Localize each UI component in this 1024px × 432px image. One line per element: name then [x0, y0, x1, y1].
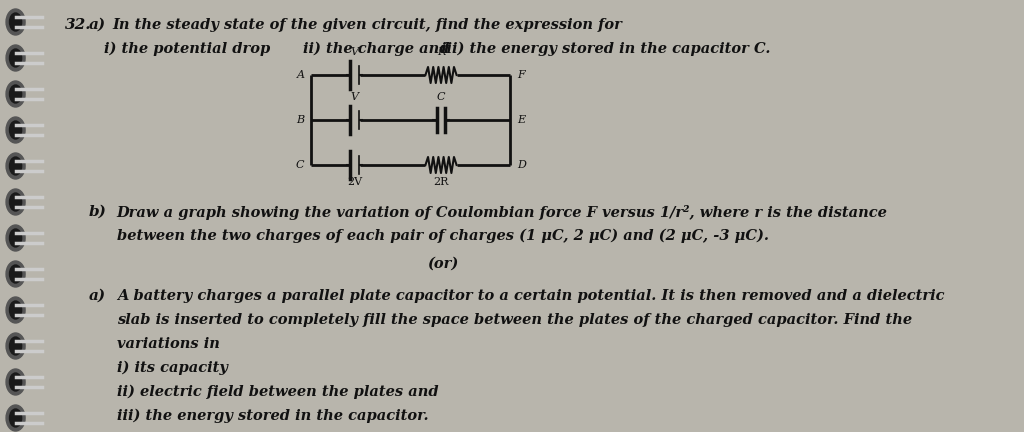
Text: D: D [517, 160, 526, 170]
Text: i) the potential drop: i) the potential drop [103, 42, 270, 57]
Text: iii) the energy stored in the capacitor C.: iii) the energy stored in the capacitor … [441, 42, 770, 57]
Ellipse shape [6, 297, 25, 323]
Text: a): a) [89, 18, 106, 32]
Text: ii) electric field between the plates and: ii) electric field between the plates an… [117, 385, 438, 400]
Ellipse shape [9, 13, 22, 31]
Text: F: F [517, 70, 525, 80]
Ellipse shape [9, 229, 22, 247]
Text: Draw a graph showing the variation of Coulombian force F versus 1/r², where r is: Draw a graph showing the variation of Co… [117, 205, 888, 220]
Text: R: R [437, 47, 445, 57]
Text: (or): (or) [427, 257, 459, 271]
Ellipse shape [6, 225, 25, 251]
Ellipse shape [6, 117, 25, 143]
Ellipse shape [9, 337, 22, 355]
Ellipse shape [9, 373, 22, 391]
Ellipse shape [6, 333, 25, 359]
Text: A battery charges a parallel plate capacitor to a certain potential. It is then : A battery charges a parallel plate capac… [117, 289, 944, 303]
Ellipse shape [6, 45, 25, 71]
Text: i) its capacity: i) its capacity [117, 361, 227, 375]
Text: B: B [296, 115, 304, 125]
Ellipse shape [6, 153, 25, 179]
Ellipse shape [9, 157, 22, 175]
Text: iii) the energy stored in the capacitor.: iii) the energy stored in the capacitor. [117, 409, 428, 423]
Ellipse shape [9, 409, 22, 427]
Text: E: E [517, 115, 525, 125]
Text: A: A [296, 70, 304, 80]
Text: slab is inserted to completely fill the space between the plates of the charged : slab is inserted to completely fill the … [117, 313, 911, 327]
Text: a): a) [89, 289, 106, 303]
Ellipse shape [9, 85, 22, 103]
Text: V: V [350, 47, 358, 57]
Ellipse shape [6, 369, 25, 395]
Text: between the two charges of each pair of charges (1 μC, 2 μC) and (2 μC, -3 μC).: between the two charges of each pair of … [117, 229, 769, 243]
Ellipse shape [9, 193, 22, 211]
Ellipse shape [6, 81, 25, 107]
Ellipse shape [9, 265, 22, 283]
Text: 32.: 32. [65, 18, 91, 32]
Ellipse shape [9, 121, 22, 139]
Text: b): b) [89, 205, 106, 219]
Ellipse shape [6, 261, 25, 287]
Ellipse shape [6, 9, 25, 35]
Text: C: C [296, 160, 304, 170]
Ellipse shape [9, 301, 22, 319]
Text: C: C [437, 92, 445, 102]
Text: In the steady state of the given circuit, find the expression for: In the steady state of the given circuit… [113, 18, 623, 32]
Ellipse shape [6, 405, 25, 431]
Text: variations in: variations in [117, 337, 219, 351]
Text: ii) the charge and: ii) the charge and [303, 42, 450, 57]
Ellipse shape [6, 189, 25, 215]
Text: 2V: 2V [347, 177, 362, 187]
Ellipse shape [9, 49, 22, 67]
Text: V: V [350, 92, 358, 102]
Text: 2R: 2R [433, 177, 449, 187]
